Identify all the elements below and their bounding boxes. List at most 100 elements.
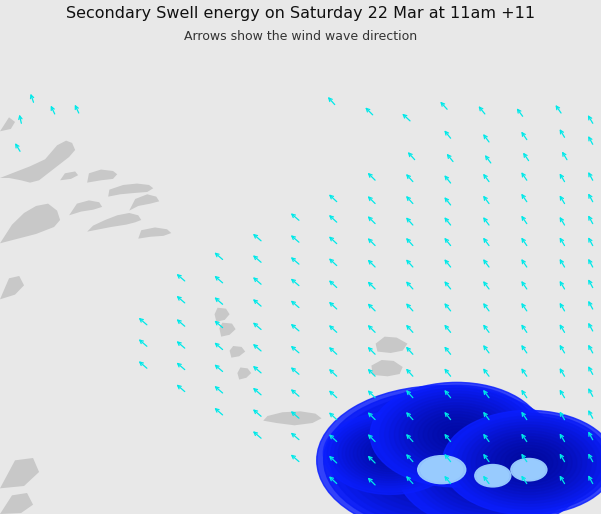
Ellipse shape xyxy=(500,445,558,480)
Ellipse shape xyxy=(526,468,531,471)
Ellipse shape xyxy=(438,423,476,446)
Ellipse shape xyxy=(327,414,454,492)
Ellipse shape xyxy=(418,423,567,514)
Ellipse shape xyxy=(335,419,447,488)
Ellipse shape xyxy=(352,407,532,514)
Ellipse shape xyxy=(418,455,466,484)
Ellipse shape xyxy=(375,386,538,484)
Ellipse shape xyxy=(475,465,511,487)
Ellipse shape xyxy=(361,435,421,471)
Polygon shape xyxy=(69,200,102,215)
Polygon shape xyxy=(371,360,403,376)
Ellipse shape xyxy=(423,414,490,455)
Polygon shape xyxy=(0,276,24,299)
Ellipse shape xyxy=(495,443,563,483)
Text: Secondary Swell energy on Saturday 22 Mar at 11am +11: Secondary Swell energy on Saturday 22 Ma… xyxy=(66,6,535,21)
Ellipse shape xyxy=(490,439,567,486)
Polygon shape xyxy=(230,346,245,358)
Ellipse shape xyxy=(447,413,601,512)
Ellipse shape xyxy=(505,448,553,477)
Ellipse shape xyxy=(389,394,524,475)
Ellipse shape xyxy=(402,413,584,514)
Ellipse shape xyxy=(324,390,560,514)
Ellipse shape xyxy=(522,466,535,474)
Polygon shape xyxy=(0,493,33,514)
Ellipse shape xyxy=(429,430,557,509)
Ellipse shape xyxy=(407,439,477,481)
Polygon shape xyxy=(87,170,117,182)
Ellipse shape xyxy=(471,456,514,483)
Ellipse shape xyxy=(385,391,529,478)
Ellipse shape xyxy=(481,434,577,492)
Ellipse shape xyxy=(520,464,538,475)
Ellipse shape xyxy=(331,417,451,490)
Ellipse shape xyxy=(486,436,572,489)
Ellipse shape xyxy=(365,415,518,506)
Ellipse shape xyxy=(423,427,563,513)
Ellipse shape xyxy=(338,398,546,514)
Ellipse shape xyxy=(428,417,486,452)
Ellipse shape xyxy=(481,469,504,483)
Ellipse shape xyxy=(476,431,582,494)
Ellipse shape xyxy=(433,465,451,475)
Ellipse shape xyxy=(439,468,445,471)
Ellipse shape xyxy=(413,420,573,514)
Ellipse shape xyxy=(433,420,481,449)
Ellipse shape xyxy=(418,411,495,458)
Ellipse shape xyxy=(517,463,540,476)
Ellipse shape xyxy=(466,425,591,501)
Polygon shape xyxy=(0,141,75,182)
Ellipse shape xyxy=(427,461,457,479)
Ellipse shape xyxy=(317,386,567,514)
Ellipse shape xyxy=(477,466,508,486)
Ellipse shape xyxy=(350,428,432,479)
Ellipse shape xyxy=(462,422,596,503)
Ellipse shape xyxy=(414,444,469,477)
Ellipse shape xyxy=(331,394,553,514)
Ellipse shape xyxy=(480,467,506,484)
Polygon shape xyxy=(237,368,251,379)
Ellipse shape xyxy=(357,433,424,474)
Ellipse shape xyxy=(486,471,499,480)
Ellipse shape xyxy=(430,463,454,476)
Polygon shape xyxy=(60,172,78,180)
Ellipse shape xyxy=(344,402,539,514)
Ellipse shape xyxy=(461,450,525,489)
Ellipse shape xyxy=(400,435,483,485)
Ellipse shape xyxy=(439,436,546,503)
Ellipse shape xyxy=(488,473,498,479)
Polygon shape xyxy=(263,411,322,425)
Ellipse shape xyxy=(393,431,490,489)
Ellipse shape xyxy=(513,460,545,480)
Ellipse shape xyxy=(353,431,428,476)
Ellipse shape xyxy=(379,423,504,498)
Ellipse shape xyxy=(452,416,601,509)
Polygon shape xyxy=(215,308,230,322)
Ellipse shape xyxy=(457,419,601,506)
Ellipse shape xyxy=(368,439,413,467)
Ellipse shape xyxy=(471,428,587,498)
Polygon shape xyxy=(0,117,15,131)
Polygon shape xyxy=(129,194,159,211)
Ellipse shape xyxy=(364,437,417,469)
Ellipse shape xyxy=(358,411,525,510)
Ellipse shape xyxy=(510,451,548,474)
Ellipse shape xyxy=(372,442,409,465)
Ellipse shape xyxy=(404,402,510,467)
Ellipse shape xyxy=(442,410,601,514)
Polygon shape xyxy=(108,183,153,197)
Polygon shape xyxy=(0,458,39,488)
Ellipse shape xyxy=(338,421,443,485)
Ellipse shape xyxy=(436,466,448,473)
Ellipse shape xyxy=(394,397,519,472)
Polygon shape xyxy=(0,204,60,243)
Ellipse shape xyxy=(370,382,543,487)
Ellipse shape xyxy=(399,400,514,469)
Polygon shape xyxy=(87,213,141,232)
Ellipse shape xyxy=(434,433,552,506)
Ellipse shape xyxy=(323,412,458,494)
Ellipse shape xyxy=(424,459,460,480)
Ellipse shape xyxy=(409,406,505,464)
Ellipse shape xyxy=(421,448,463,473)
Ellipse shape xyxy=(511,458,547,481)
